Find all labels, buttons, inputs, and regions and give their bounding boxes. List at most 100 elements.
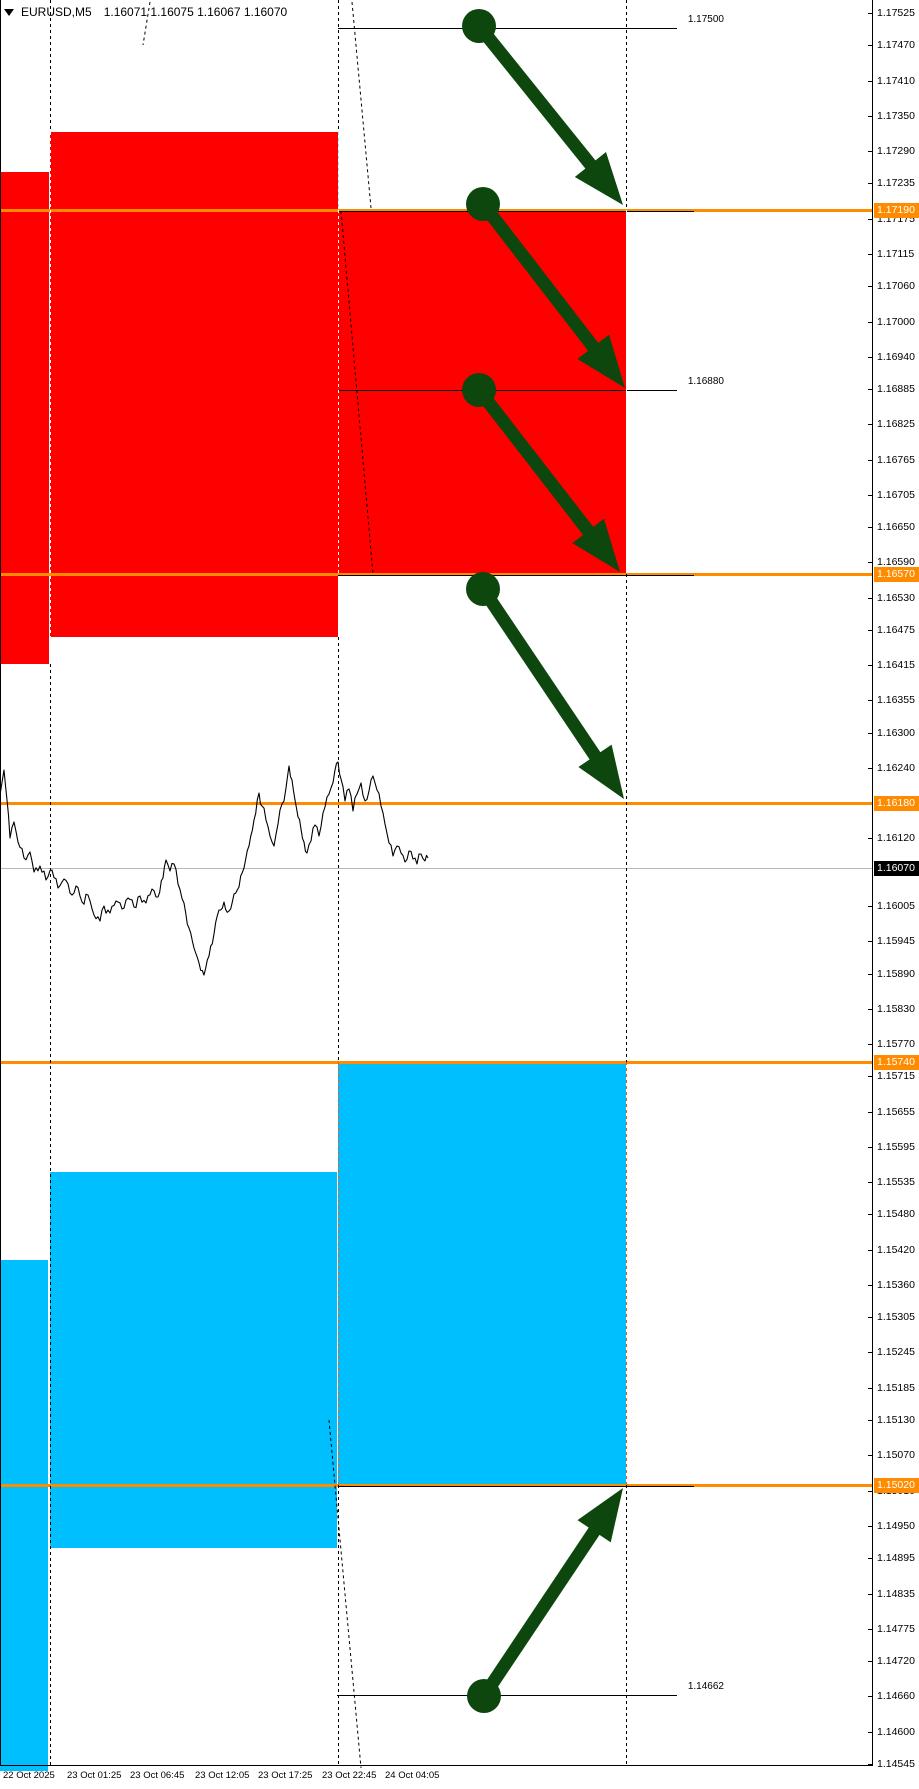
day-separator <box>338 210 339 637</box>
price-axis-label: 1.14895 <box>877 1552 915 1564</box>
price-axis-tick <box>868 1250 873 1251</box>
zone-demand-left-narrow <box>0 1260 48 1771</box>
symbol-period-label: EURUSD,M5 <box>21 5 92 19</box>
price-axis-label: 1.15890 <box>877 968 915 980</box>
price-axis-tick <box>868 81 873 82</box>
price-axis-tick <box>868 768 873 769</box>
ohlc-quotes-label: 1.16071 1.16075 1.16067 1.16070 <box>103 5 288 19</box>
symbol-dropdown-icon[interactable] <box>4 9 14 17</box>
price-axis-tick <box>868 183 873 184</box>
price-axis-tick <box>868 838 873 839</box>
price-axis-tick <box>868 1317 873 1318</box>
level-price-badge: 1.16180 <box>874 796 919 811</box>
price-axis-label: 1.16885 <box>877 383 915 395</box>
level-price-badge: 1.15740 <box>874 1055 919 1070</box>
price-axis-label: 1.15130 <box>877 1414 915 1426</box>
price-axis-tick <box>868 630 873 631</box>
day-separator <box>50 132 51 664</box>
price-axis-tick <box>868 1147 873 1148</box>
price-axis-tick <box>868 562 873 563</box>
price-axis-tick <box>868 906 873 907</box>
price-axis-tick <box>868 1696 873 1697</box>
price-axis-tick <box>868 424 873 425</box>
price-axis-label: 1.17235 <box>877 177 915 189</box>
black-level-line <box>338 1486 694 1487</box>
price-axis-label: 1.16415 <box>877 659 915 671</box>
price-axis-label: 1.15945 <box>877 935 915 947</box>
day-separator <box>338 132 339 210</box>
price-axis-border <box>872 0 873 1765</box>
price-axis-tick <box>868 389 873 390</box>
black-level-line <box>338 575 694 576</box>
day-separator <box>338 0 339 132</box>
price-axis-tick <box>868 974 873 975</box>
price-axis-tick <box>868 665 873 666</box>
price-axis-tick <box>868 151 873 152</box>
price-axis-label: 1.16590 <box>877 556 915 568</box>
time-axis-label: 23 Oct 17:25 <box>258 1770 313 1781</box>
price-axis-label: 1.15715 <box>877 1070 915 1082</box>
price-axis-tick <box>868 1214 873 1215</box>
orange-level-line <box>0 209 872 212</box>
zone-demand-mid <box>338 1062 626 1485</box>
time-axis-label: 23 Oct 12:05 <box>195 1770 250 1781</box>
price-axis-tick <box>868 1732 873 1733</box>
price-axis-label: 1.15245 <box>877 1346 915 1358</box>
price-axis-tick <box>868 733 873 734</box>
price-axis-label: 1.17410 <box>877 75 915 87</box>
price-axis-label: 1.16825 <box>877 418 915 430</box>
day-separator <box>338 1062 339 1485</box>
price-axis-label: 1.15655 <box>877 1106 915 1118</box>
price-axis-tick <box>868 1629 873 1630</box>
orange-level-line <box>0 1484 872 1487</box>
price-axis-tick <box>868 1558 873 1559</box>
price-axis-label: 1.14545 <box>877 1758 915 1770</box>
price-axis-tick <box>868 1661 873 1662</box>
price-axis-tick <box>868 460 873 461</box>
price-axis-tick <box>868 1112 873 1113</box>
price-axis-tick <box>868 1594 873 1595</box>
price-axis-label: 1.17060 <box>877 280 915 292</box>
price-axis-label: 1.15480 <box>877 1208 915 1220</box>
price-axis-tick <box>868 45 873 46</box>
day-separator <box>626 210 627 574</box>
price-axis-tick <box>868 1455 873 1456</box>
day-separator <box>626 0 627 210</box>
time-axis-label: 23 Oct 22:45 <box>322 1770 377 1781</box>
price-axis-label: 1.16765 <box>877 454 915 466</box>
price-axis-tick <box>868 941 873 942</box>
price-axis-tick <box>868 219 873 220</box>
price-axis-label: 1.15595 <box>877 1141 915 1153</box>
price-axis-label: 1.15830 <box>877 1003 915 1015</box>
price-axis-tick <box>868 322 873 323</box>
price-axis-label: 1.14950 <box>877 1520 915 1532</box>
price-axis-label: 1.16120 <box>877 832 915 844</box>
price-axis-label: 1.17350 <box>877 110 915 122</box>
day-separator <box>626 1485 627 1765</box>
time-axis-border <box>0 1765 873 1766</box>
price-axis-tick <box>868 116 873 117</box>
price-axis-label: 1.17525 <box>877 7 915 19</box>
day-separator <box>50 0 51 132</box>
current-price-badge: 1.16070 <box>874 861 919 876</box>
price-axis-tick <box>868 1352 873 1353</box>
level-price-label: 1.14662 <box>687 1681 724 1692</box>
price-axis-label: 1.16530 <box>877 592 915 604</box>
orange-level-line <box>0 1061 872 1064</box>
price-axis-label: 1.14600 <box>877 1726 915 1738</box>
price-axis-label: 1.15535 <box>877 1176 915 1188</box>
price-axis-label: 1.17000 <box>877 316 915 328</box>
price-axis-label: 1.15770 <box>877 1038 915 1050</box>
price-axis-label: 1.16355 <box>877 694 915 706</box>
price-axis-label: 1.16005 <box>877 900 915 912</box>
price-axis-tick <box>868 286 873 287</box>
price-axis-label: 1.16705 <box>877 489 915 501</box>
price-axis-tick <box>868 1388 873 1389</box>
price-axis-tick <box>868 1009 873 1010</box>
zone-supply-left-big <box>50 132 338 637</box>
price-axis-tick <box>868 1182 873 1183</box>
price-axis-label: 1.14775 <box>877 1623 915 1635</box>
price-axis-label: 1.17115 <box>877 248 915 260</box>
